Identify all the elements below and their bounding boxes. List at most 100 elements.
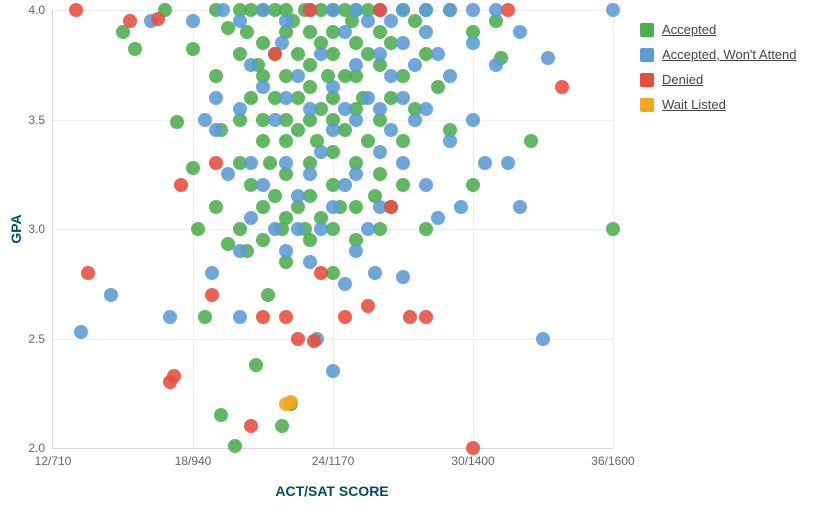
- data-point-accepted[interactable]: [128, 42, 142, 56]
- data-point-accepted_wont[interactable]: [466, 3, 480, 17]
- data-point-accepted[interactable]: [256, 200, 270, 214]
- data-point-accepted_wont[interactable]: [384, 123, 398, 137]
- data-point-accepted_wont[interactable]: [279, 156, 293, 170]
- data-point-accepted_wont[interactable]: [408, 113, 422, 127]
- data-point-accepted[interactable]: [214, 408, 228, 422]
- data-point-accepted_wont[interactable]: [256, 3, 270, 17]
- data-point-accepted_wont[interactable]: [338, 25, 352, 39]
- data-point-denied[interactable]: [174, 178, 188, 192]
- data-point-accepted_wont[interactable]: [198, 113, 212, 127]
- data-point-accepted_wont[interactable]: [396, 156, 410, 170]
- data-point-accepted[interactable]: [303, 25, 317, 39]
- data-point-accepted_wont[interactable]: [338, 102, 352, 116]
- data-point-accepted[interactable]: [524, 134, 538, 148]
- data-point-accepted_wont[interactable]: [513, 25, 527, 39]
- legend-item-accepted_wont[interactable]: Accepted, Won't Attend: [640, 47, 797, 62]
- data-point-accepted_wont[interactable]: [233, 310, 247, 324]
- data-point-accepted_wont[interactable]: [431, 47, 445, 61]
- data-point-denied[interactable]: [419, 310, 433, 324]
- legend-item-denied[interactable]: Denied: [640, 72, 797, 87]
- data-point-accepted[interactable]: [408, 14, 422, 28]
- data-point-accepted_wont[interactable]: [373, 47, 387, 61]
- data-point-denied[interactable]: [361, 299, 375, 313]
- data-point-accepted_wont[interactable]: [216, 3, 230, 17]
- data-point-accepted_wont[interactable]: [303, 167, 317, 181]
- data-point-accepted_wont[interactable]: [326, 200, 340, 214]
- data-point-accepted[interactable]: [396, 178, 410, 192]
- data-point-accepted_wont[interactable]: [349, 167, 363, 181]
- data-point-accepted_wont[interactable]: [606, 3, 620, 17]
- data-point-accepted_wont[interactable]: [244, 211, 258, 225]
- data-point-accepted[interactable]: [233, 47, 247, 61]
- data-point-accepted_wont[interactable]: [74, 325, 88, 339]
- data-point-accepted[interactable]: [466, 178, 480, 192]
- data-point-accepted_wont[interactable]: [186, 14, 200, 28]
- data-point-accepted_wont[interactable]: [326, 123, 340, 137]
- data-point-accepted[interactable]: [303, 233, 317, 247]
- data-point-accepted_wont[interactable]: [291, 69, 305, 83]
- data-point-denied[interactable]: [403, 310, 417, 324]
- data-point-accepted_wont[interactable]: [314, 47, 328, 61]
- data-point-accepted_wont[interactable]: [163, 310, 177, 324]
- data-point-denied[interactable]: [384, 200, 398, 214]
- data-point-denied[interactable]: [466, 441, 480, 455]
- data-point-denied[interactable]: [291, 332, 305, 346]
- data-point-accepted_wont[interactable]: [314, 222, 328, 236]
- data-point-accepted_wont[interactable]: [408, 58, 422, 72]
- data-point-accepted_wont[interactable]: [349, 58, 363, 72]
- data-point-accepted[interactable]: [373, 167, 387, 181]
- data-point-accepted[interactable]: [279, 211, 293, 225]
- data-point-accepted_wont[interactable]: [279, 244, 293, 258]
- data-point-accepted_wont[interactable]: [326, 80, 340, 94]
- data-point-accepted[interactable]: [191, 222, 205, 236]
- data-point-accepted_wont[interactable]: [513, 200, 527, 214]
- data-point-accepted[interactable]: [396, 134, 410, 148]
- data-point-accepted[interactable]: [349, 36, 363, 50]
- data-point-accepted_wont[interactable]: [326, 364, 340, 378]
- data-point-accepted[interactable]: [606, 222, 620, 236]
- data-point-accepted_wont[interactable]: [361, 91, 375, 105]
- data-point-accepted_wont[interactable]: [419, 178, 433, 192]
- data-point-denied[interactable]: [81, 266, 95, 280]
- data-point-accepted_wont[interactable]: [256, 178, 270, 192]
- data-point-accepted_wont[interactable]: [396, 3, 410, 17]
- data-point-denied[interactable]: [307, 334, 321, 348]
- data-point-accepted[interactable]: [279, 134, 293, 148]
- data-point-accepted[interactable]: [291, 123, 305, 137]
- data-point-accepted_wont[interactable]: [419, 3, 433, 17]
- data-point-accepted_wont[interactable]: [541, 51, 555, 65]
- data-point-accepted[interactable]: [303, 58, 317, 72]
- data-point-accepted_wont[interactable]: [291, 222, 305, 236]
- data-point-accepted_wont[interactable]: [233, 102, 247, 116]
- data-point-denied[interactable]: [268, 47, 282, 61]
- data-point-accepted[interactable]: [233, 222, 247, 236]
- data-point-accepted[interactable]: [186, 42, 200, 56]
- data-point-accepted_wont[interactable]: [443, 69, 457, 83]
- data-point-accepted_wont[interactable]: [396, 36, 410, 50]
- data-point-denied[interactable]: [205, 288, 219, 302]
- data-point-accepted_wont[interactable]: [221, 167, 235, 181]
- data-point-accepted_wont[interactable]: [361, 14, 375, 28]
- data-point-accepted_wont[interactable]: [349, 113, 363, 127]
- data-point-accepted_wont[interactable]: [384, 69, 398, 83]
- data-point-accepted_wont[interactable]: [536, 332, 550, 346]
- data-point-accepted_wont[interactable]: [279, 14, 293, 28]
- data-point-accepted_wont[interactable]: [384, 14, 398, 28]
- data-point-accepted_wont[interactable]: [326, 3, 340, 17]
- data-point-accepted[interactable]: [209, 69, 223, 83]
- data-point-denied[interactable]: [373, 3, 387, 17]
- data-point-accepted_wont[interactable]: [314, 145, 328, 159]
- data-point-accepted_wont[interactable]: [478, 156, 492, 170]
- data-point-accepted[interactable]: [349, 200, 363, 214]
- data-point-denied[interactable]: [501, 3, 515, 17]
- legend-item-waitlisted[interactable]: Wait Listed: [640, 97, 797, 112]
- data-point-accepted[interactable]: [261, 288, 275, 302]
- data-point-accepted[interactable]: [268, 189, 282, 203]
- data-point-accepted_wont[interactable]: [396, 91, 410, 105]
- data-point-accepted_wont[interactable]: [268, 113, 282, 127]
- data-point-accepted_wont[interactable]: [268, 222, 282, 236]
- data-point-denied[interactable]: [69, 3, 83, 17]
- data-point-accepted[interactable]: [303, 80, 317, 94]
- data-point-accepted_wont[interactable]: [338, 178, 352, 192]
- data-point-waitlisted[interactable]: [284, 395, 298, 409]
